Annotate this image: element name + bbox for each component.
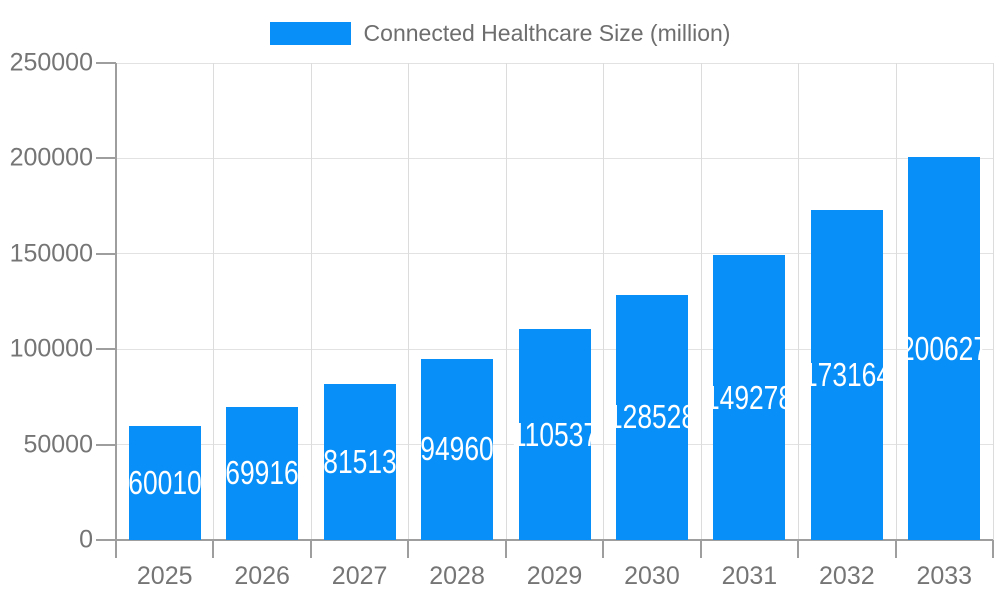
bar <box>615 294 688 540</box>
y-axis-tick-label: 100000 <box>9 334 93 363</box>
y-axis-tick-label: 0 <box>79 525 93 554</box>
gridline-vertical <box>213 63 214 540</box>
x-axis-line <box>116 539 993 541</box>
x-axis-tick <box>310 540 312 558</box>
gridline-vertical <box>993 63 994 540</box>
y-axis-tick-label: 250000 <box>9 48 93 77</box>
bar <box>713 255 786 540</box>
legend-swatch <box>269 22 351 45</box>
gridline-vertical <box>311 63 312 540</box>
y-axis-tick-label: 200000 <box>9 143 93 172</box>
bar <box>421 358 494 540</box>
bar-value-label: 173164 <box>802 355 891 393</box>
gridline-horizontal <box>116 253 993 255</box>
plot-area: 0 50000 100000 150000 200000 250000 60010 2025 6… <box>10 49 994 590</box>
y-axis-tick <box>96 157 116 160</box>
y-axis-tick <box>96 62 116 64</box>
y-axis-tick-label: 50000 <box>23 430 93 459</box>
gridline-vertical <box>408 63 409 540</box>
x-axis-tick <box>797 540 799 558</box>
y-axis-line <box>115 63 117 558</box>
bar-value-label: 81513 <box>322 443 397 481</box>
gridline-vertical <box>603 63 604 540</box>
bar <box>323 384 396 540</box>
bar-value-label: 200627 <box>900 329 989 367</box>
x-axis-tick <box>895 540 897 558</box>
x-axis-tick <box>700 540 702 558</box>
bar <box>226 406 299 540</box>
x-axis-tick-label: 2030 <box>624 562 680 590</box>
gridline-vertical <box>506 63 507 540</box>
bar <box>128 425 201 540</box>
x-axis-tick-label: 2032 <box>819 562 875 590</box>
y-axis-tick <box>96 252 116 255</box>
bar <box>518 329 591 540</box>
legend: Connected Healthcare Size (million) <box>0 20 1000 47</box>
bar-value-label: 69916 <box>225 454 299 492</box>
bar-value-label: 94960 <box>420 430 494 468</box>
bar-value-label: 110537 <box>511 415 598 453</box>
y-axis-tick <box>96 348 116 351</box>
x-axis-tick <box>212 540 214 558</box>
bar-value-label: 60010 <box>128 463 202 501</box>
x-axis-tick-label: 2025 <box>136 562 193 590</box>
y-axis-tick-label: 150000 <box>9 239 93 268</box>
x-axis-tick <box>602 540 604 558</box>
gridline-vertical <box>701 63 702 540</box>
legend-label: Connected Healthcare Size (million) <box>363 20 731 46</box>
bar <box>908 157 981 540</box>
gridline-vertical <box>896 63 897 540</box>
x-axis-tick-label: 2027 <box>331 562 388 590</box>
bar-value-label: 128528 <box>607 398 696 436</box>
x-axis-tick <box>407 540 409 558</box>
y-axis-tick <box>96 539 116 541</box>
y-axis-tick <box>96 443 116 446</box>
bar <box>810 209 883 540</box>
bar-value-label: 149278 <box>705 378 794 416</box>
x-axis-tick <box>505 540 507 558</box>
x-axis-tick-label: 2029 <box>526 562 583 590</box>
gridline-horizontal <box>116 157 993 159</box>
x-axis-tick-label: 2026 <box>234 562 290 590</box>
gridline-vertical <box>798 63 799 540</box>
x-axis-tick-label: 2031 <box>721 562 778 590</box>
x-axis-tick-label: 2033 <box>916 562 973 590</box>
x-axis-tick <box>992 540 994 558</box>
x-axis-tick-label: 2028 <box>429 562 485 590</box>
gridline-horizontal <box>116 62 993 64</box>
